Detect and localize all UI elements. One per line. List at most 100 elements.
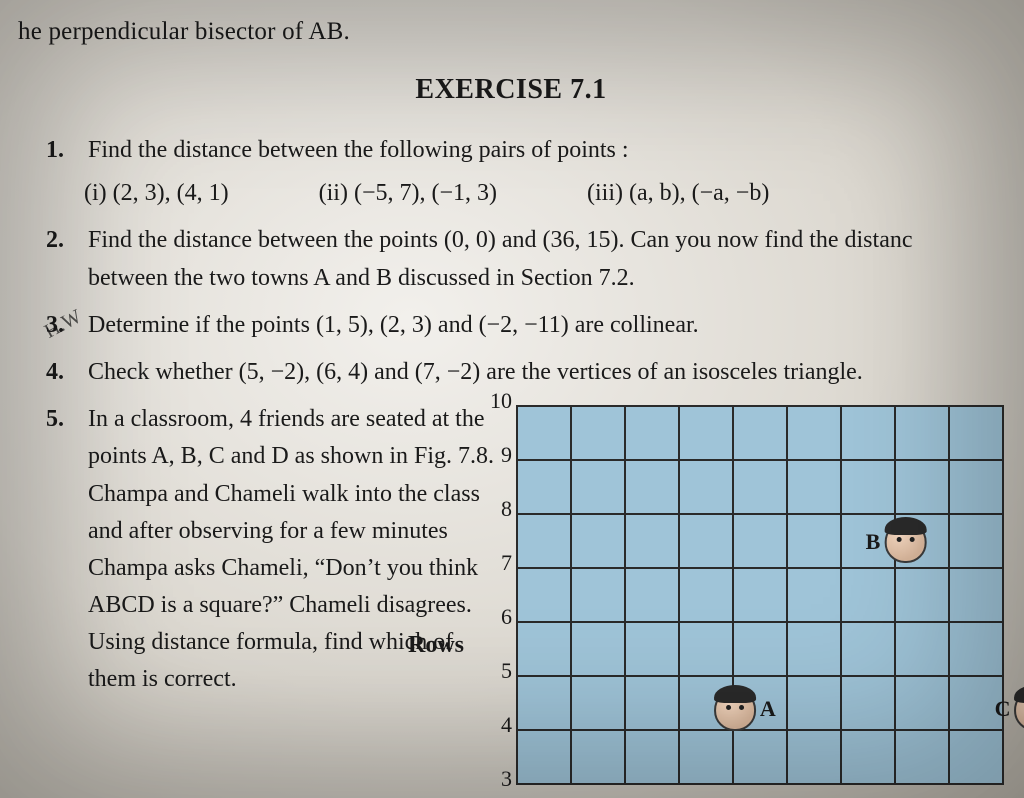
grid-y-tick: 5 xyxy=(501,654,512,688)
grid-cell xyxy=(680,731,734,785)
grid-y-tick: 4 xyxy=(501,708,512,742)
question-number: 1. xyxy=(46,132,64,169)
grid-cell xyxy=(518,407,572,461)
grid-cell xyxy=(626,515,680,569)
grid-cell xyxy=(734,569,788,623)
student-face-icon xyxy=(1015,689,1024,731)
grid-y-axis-labels: 109876543 xyxy=(478,401,512,779)
question-1-subparts: (i) (2, 3), (4, 1) (ii) (−5, 7), (−1, 3)… xyxy=(84,175,1004,212)
subpart-iii: (iii) (a, b), (−a, −b) xyxy=(587,175,769,212)
grid-cell xyxy=(572,407,626,461)
grid-cell xyxy=(896,461,950,515)
grid-cell xyxy=(896,731,950,785)
grid-cell xyxy=(680,461,734,515)
subpart-i: (i) (2, 3), (4, 1) xyxy=(84,175,229,212)
grid-cell xyxy=(626,623,680,677)
grid-cell xyxy=(950,461,1004,515)
question-text: Find the distance between the following … xyxy=(88,137,629,163)
grid-marker-c: C xyxy=(995,689,1024,731)
grid-cell xyxy=(572,569,626,623)
grid-cell xyxy=(734,623,788,677)
exercise-heading: EXERCISE 7.1 xyxy=(18,74,1004,106)
question-number: 3. xyxy=(46,307,64,344)
grid-cell xyxy=(572,515,626,569)
grid-cell xyxy=(518,569,572,623)
grid-cell xyxy=(842,569,896,623)
page-fragment-text: he perpendicular bisector of AB. xyxy=(18,18,1004,46)
grid-marker-b: B xyxy=(866,521,927,563)
grid-cell xyxy=(734,731,788,785)
grid-cell xyxy=(518,623,572,677)
grid-cell xyxy=(842,677,896,731)
grid-cell xyxy=(842,623,896,677)
grid-cell xyxy=(896,623,950,677)
grid-cell xyxy=(842,731,896,785)
grid-marker-label: B xyxy=(866,525,881,559)
grid-cell xyxy=(896,677,950,731)
grid-cell xyxy=(626,677,680,731)
grid-cell xyxy=(518,731,572,785)
question-text: Check whether (5, −2), (6, 4) and (7, −2… xyxy=(88,359,863,385)
grid-marker-label: C xyxy=(995,692,1011,726)
grid-y-tick: 3 xyxy=(501,762,512,796)
question-list: 1. Find the distance between the followi… xyxy=(46,132,1004,785)
grid-cell xyxy=(788,677,842,731)
grid-cell xyxy=(626,407,680,461)
grid-cell xyxy=(572,731,626,785)
grid-cell xyxy=(950,569,1004,623)
question-5: 5. In a classroom, 4 friends are seated … xyxy=(46,401,1004,785)
grid-cell xyxy=(950,731,1004,785)
grid-rows-label: Rows xyxy=(408,627,464,664)
question-text: Determine if the points (1, 5), (2, 3) a… xyxy=(88,312,699,338)
question-3: H.W 3. Determine if the points (1, 5), (… xyxy=(46,307,1004,344)
grid-cell xyxy=(788,407,842,461)
grid-cell xyxy=(788,731,842,785)
grid-cell xyxy=(896,569,950,623)
grid-cell xyxy=(842,461,896,515)
question-1: 1. Find the distance between the followi… xyxy=(46,132,1004,212)
grid-marker-a: A xyxy=(714,689,776,731)
grid-cell xyxy=(680,515,734,569)
question-2: 2. Find the distance between the points … xyxy=(46,222,1004,296)
question-number: 4. xyxy=(46,354,64,391)
grid-cell xyxy=(626,569,680,623)
grid-y-tick: 7 xyxy=(501,546,512,580)
grid-cell xyxy=(626,731,680,785)
grid-cell xyxy=(734,461,788,515)
grid-cell xyxy=(572,461,626,515)
question-text-line1: Find the distance between the points (0,… xyxy=(88,227,913,253)
student-face-icon xyxy=(714,689,756,731)
grid-cell xyxy=(950,515,1004,569)
grid-cell xyxy=(734,407,788,461)
grid-cell xyxy=(680,569,734,623)
grid-cell xyxy=(788,569,842,623)
grid-cell xyxy=(842,407,896,461)
question-text-line2: between the two towns A and B discussed … xyxy=(88,265,635,291)
seating-grid: BAC xyxy=(516,405,1004,785)
grid-y-tick: 9 xyxy=(501,438,512,472)
grid-cell xyxy=(788,515,842,569)
grid-cell xyxy=(734,515,788,569)
grid-y-tick: 6 xyxy=(501,600,512,634)
grid-cell xyxy=(518,515,572,569)
seating-grid-figure: 109876543 Rows BAC xyxy=(516,401,1004,785)
grid-cell xyxy=(788,461,842,515)
grid-cell xyxy=(626,461,680,515)
subpart-ii: (ii) (−5, 7), (−1, 3) xyxy=(319,175,497,212)
grid-cell xyxy=(788,623,842,677)
grid-cell xyxy=(572,677,626,731)
question-number: 2. xyxy=(46,222,64,259)
grid-y-tick: 10 xyxy=(490,384,512,418)
question-4: 4. Check whether (5, −2), (6, 4) and (7,… xyxy=(46,354,1004,391)
grid-cell xyxy=(950,623,1004,677)
grid-cell xyxy=(572,623,626,677)
grid-cell xyxy=(950,407,1004,461)
grid-cell xyxy=(518,677,572,731)
grid-marker-label: A xyxy=(760,692,776,726)
grid-cell xyxy=(680,407,734,461)
question-number: 5. xyxy=(46,401,64,438)
grid-cell xyxy=(518,461,572,515)
student-face-icon xyxy=(884,521,926,563)
grid-cell xyxy=(896,407,950,461)
grid-y-tick: 8 xyxy=(501,492,512,526)
